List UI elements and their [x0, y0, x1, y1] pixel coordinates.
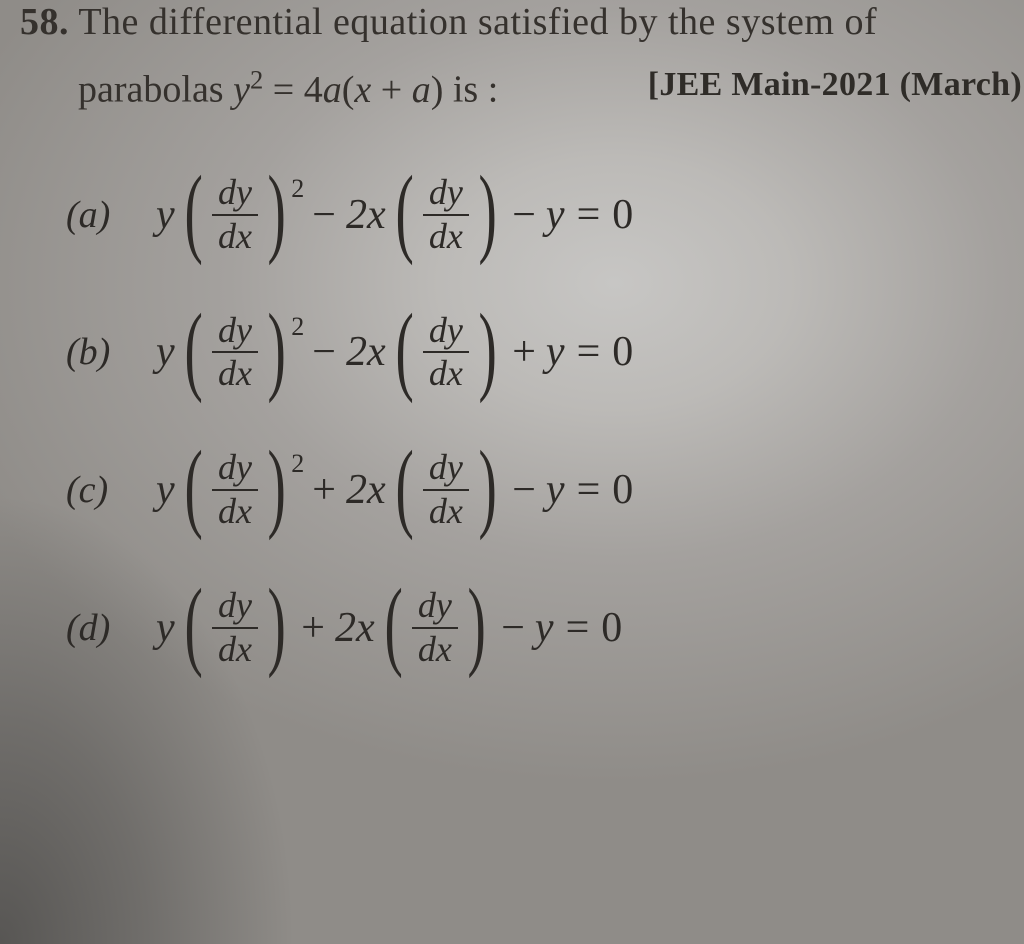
paren-group: ( dy dx )	[388, 449, 505, 531]
fraction-icon: dy dx	[212, 449, 258, 531]
fraction-icon: dy dx	[423, 174, 469, 256]
fraction-icon: dy dx	[423, 449, 469, 531]
question-equation: y2 = 4a(x + a)	[233, 69, 453, 111]
paren-group: ( dy dx )	[377, 587, 494, 669]
paren-group: ( dy dx )	[388, 312, 505, 394]
option-label: (a)	[66, 193, 154, 237]
fraction-icon: dy dx	[212, 312, 258, 394]
question-text-2-prefix: parabolas	[78, 69, 233, 111]
option-c: (c) y ( dy dx ) 2 + 2x (	[66, 449, 994, 531]
paren-group: ( dy dx )	[177, 312, 294, 394]
question-text-1: The differential equation satisfied by t…	[78, 1, 877, 43]
option-a: (a) y ( dy dx ) 2 − 2x (	[66, 174, 994, 256]
paren-group: ( dy dx )	[177, 449, 294, 531]
option-d: (d) y ( dy dx ) + 2x ( dy	[66, 587, 994, 669]
question-text-2-suffix: is :	[453, 69, 498, 111]
option-math: y ( dy dx ) 2 + 2x ( dy	[154, 449, 635, 531]
option-b: (b) y ( dy dx ) 2 − 2x (	[66, 312, 994, 394]
option-label: (c)	[66, 468, 154, 512]
option-label: (b)	[66, 330, 154, 374]
fraction-icon: dy dx	[212, 174, 258, 256]
paren-group: ( dy dx )	[388, 174, 505, 256]
option-math: y ( dy dx ) 2 − 2x ( dy	[154, 174, 635, 256]
options-block: (a) y ( dy dx ) 2 − 2x (	[66, 150, 994, 668]
paren-group: ( dy dx )	[177, 174, 294, 256]
option-math: y ( dy dx ) 2 − 2x ( dy	[154, 312, 635, 394]
fraction-icon: dy dx	[423, 312, 469, 394]
question-number: 58.	[20, 1, 69, 43]
option-label: (d)	[66, 606, 154, 650]
option-math: y ( dy dx ) + 2x ( dy	[154, 587, 624, 669]
exam-source: [JEE Main-2021 (March)	[648, 66, 1022, 104]
squared-exponent: 2	[291, 314, 304, 340]
squared-exponent: 2	[291, 451, 304, 477]
paren-group: ( dy dx )	[177, 587, 294, 669]
fraction-icon: dy dx	[212, 587, 258, 669]
fraction-icon: dy dx	[412, 587, 458, 669]
squared-exponent: 2	[291, 176, 304, 202]
page: 58. The differential equation satisfied …	[0, 0, 1024, 944]
question-line-1: 58. The differential equation satisfied …	[20, 0, 1016, 44]
